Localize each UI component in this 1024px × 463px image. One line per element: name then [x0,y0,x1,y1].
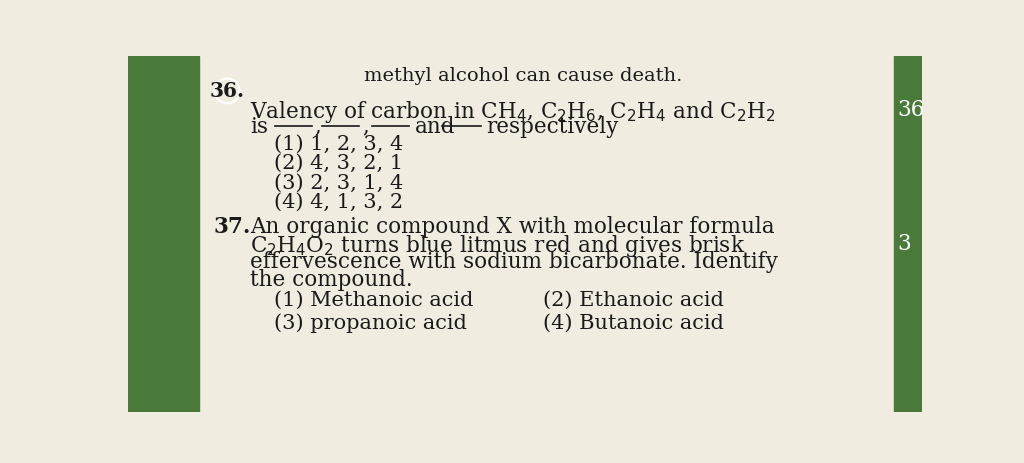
Text: 36.: 36. [210,81,245,101]
Text: and: and [415,116,456,138]
Text: effervescence with sodium bicarbonate. Identify: effervescence with sodium bicarbonate. I… [251,251,778,273]
Text: 36: 36 [898,99,925,121]
Text: C$_2$H$_4$O$_2$ turns blue litmus red and gives brisk: C$_2$H$_4$O$_2$ turns blue litmus red an… [251,233,745,259]
Text: 3: 3 [898,233,911,256]
Text: (2) Ethanoic acid: (2) Ethanoic acid [543,290,724,309]
Bar [894,56,922,412]
Text: Valency of carbon in CH$_4$, C$_2$H$_6$, C$_2$H$_4$ and C$_2$H$_2$: Valency of carbon in CH$_4$, C$_2$H$_6$,… [251,99,776,125]
Bar [128,56,200,412]
Text: the compound.: the compound. [251,269,413,291]
Text: ,: , [314,116,321,138]
Text: (3) 2, 3, 1, 4: (3) 2, 3, 1, 4 [273,173,403,192]
Text: (3) propanoic acid: (3) propanoic acid [273,313,467,333]
Text: is: is [251,116,268,138]
Text: methyl alcohol can cause death.: methyl alcohol can cause death. [365,67,683,85]
Text: (1) Methanoic acid: (1) Methanoic acid [273,290,473,309]
Text: (4) 4, 1, 3, 2: (4) 4, 1, 3, 2 [273,193,402,212]
Text: An organic compound X with molecular formula: An organic compound X with molecular for… [251,216,775,238]
Text: respectively: respectively [486,116,618,138]
Text: ,: , [362,116,369,138]
Text: (4) Butanoic acid: (4) Butanoic acid [543,313,724,332]
Text: (2) 4, 3, 2, 1: (2) 4, 3, 2, 1 [273,154,402,173]
Text: (1) 1, 2, 3, 4: (1) 1, 2, 3, 4 [273,135,403,154]
Text: 37.: 37. [213,216,251,238]
